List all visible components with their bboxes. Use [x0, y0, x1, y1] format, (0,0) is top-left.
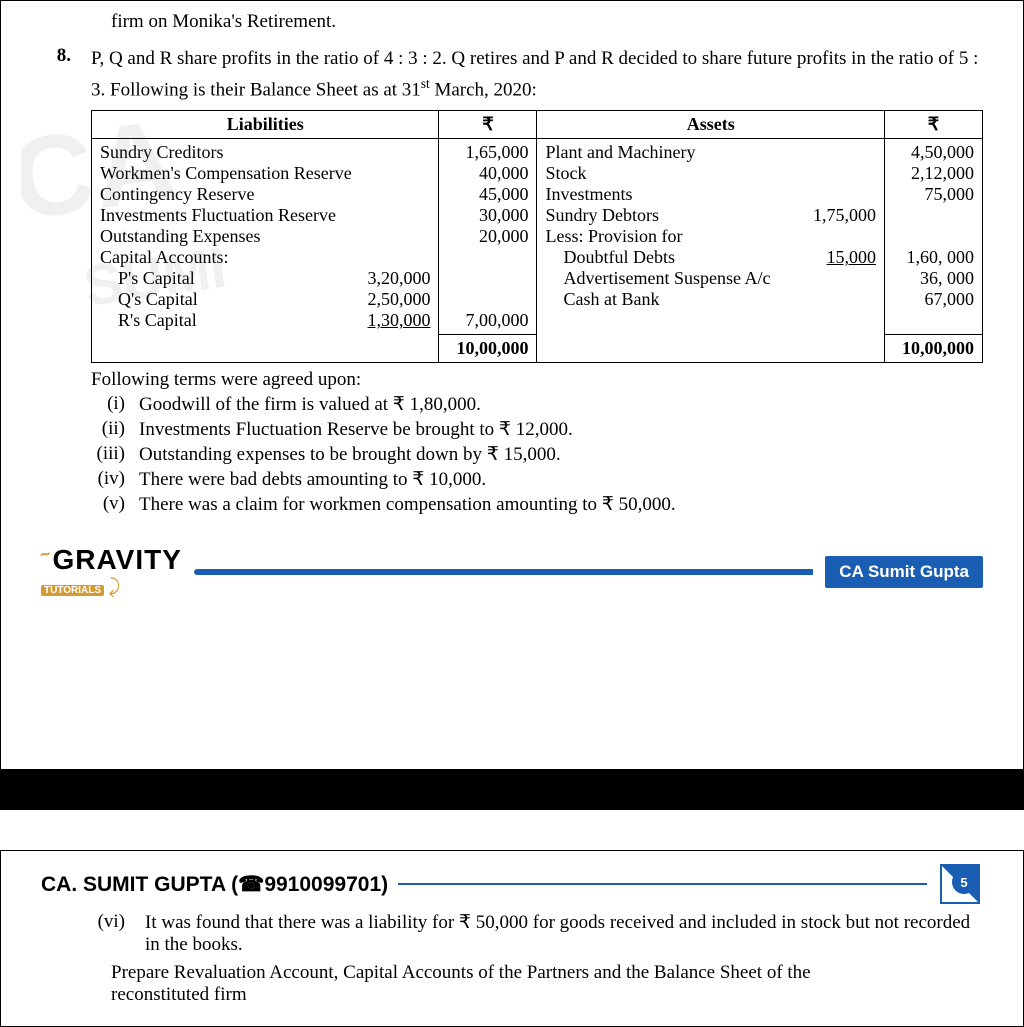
gravity-accent-icon: ⤸ [109, 576, 121, 598]
gravity-logo: ~ GRAVITY TUTORIALS ⤸ [41, 544, 182, 599]
capital-name: P's Capital [118, 268, 350, 289]
page-footer: ~ GRAVITY TUTORIALS ⤸ CA Sumit Gupta [41, 544, 983, 599]
ca-name-badge: CA Sumit Gupta [825, 556, 983, 588]
col-header-assets: Assets [537, 111, 884, 139]
term-item: (ii) Investments Fluctuation Reserve be … [91, 418, 983, 441]
term-item: (iii) Outstanding expenses to be brought… [91, 443, 983, 466]
liability-label: Investments Fluctuation Reserve [100, 205, 430, 226]
term-item: (i) Goodwill of the firm is valued at ₹ … [91, 393, 983, 416]
term-item: (vi) It was found that there was a liabi… [41, 911, 983, 956]
asset-line: Sundry Debtors 1,75,000 [545, 205, 875, 226]
term-text: Outstanding expenses to be brought down … [139, 443, 561, 466]
col-header-rs2: ₹ [884, 111, 982, 139]
asset-subvalue: 15,000 [796, 247, 876, 268]
capital-line: P's Capital 3,20,000 [100, 268, 430, 289]
capital-name: Q's Capital [118, 289, 350, 310]
asset-amount: 2,12,000 [893, 163, 974, 184]
question-number: 8. [41, 45, 71, 518]
table-body: Sundry Creditors Workmen's Compensation … [92, 139, 983, 363]
term-item: (iv) There were bad debts amounting to ₹… [91, 468, 983, 491]
liability-label: Capital Accounts: [100, 247, 430, 268]
total-left: 10,00,000 [439, 335, 537, 363]
col-header-rs1: ₹ [439, 111, 537, 139]
author-name-text: CA. SUMIT GUPTA ( [41, 873, 238, 896]
capital-line: R's Capital 1,30,000 [100, 310, 430, 331]
gravity-text: GRAVITY [53, 544, 182, 576]
liability-amount: 40,000 [447, 163, 528, 184]
balance-sheet-table: Liabilities ₹ Assets ₹ Sundry Creditors … [91, 110, 983, 363]
liability-amount: 45,000 [447, 184, 528, 205]
capital-value: 2,50,000 [350, 289, 430, 310]
term-text: It was found that there was a liability … [145, 911, 983, 956]
liability-amount: 1,65,000 [447, 142, 528, 163]
asset-amount: 75,000 [893, 184, 974, 205]
table-row: Sundry Creditors Workmen's Compensation … [92, 139, 983, 335]
term-text: There were bad debts amounting to ₹ 10,0… [139, 468, 486, 491]
page-gap [0, 770, 1024, 810]
footer-rule [194, 569, 813, 575]
table-header: Liabilities ₹ Assets ₹ [92, 111, 983, 139]
liability-label: Outstanding Expenses [100, 226, 430, 247]
asset-subvalue: 1,75,000 [796, 205, 876, 226]
term-number: (iii) [91, 443, 125, 466]
page-number: 5 [960, 875, 967, 890]
asset-amount: 36, 000 [893, 268, 974, 289]
term-text: There was a claim for workmen compensati… [139, 493, 676, 516]
capital-name: R's Capital [118, 310, 350, 331]
page-1: CA SUMI firm on Monika's Retirement. 8. … [0, 0, 1024, 770]
page2-header: CA. SUMIT GUPTA (☎ 9910099701) 5 [41, 861, 983, 907]
term-number: (vi) [91, 911, 125, 956]
asset-amount: 67,000 [893, 289, 974, 310]
asset-label: Less: Provision for [545, 226, 875, 247]
prepare-instruction: Prepare Revaluation Account, Capital Acc… [111, 962, 983, 984]
question-paragraph: P, Q and R share profits in the ratio of… [91, 45, 983, 104]
question-row: 8. P, Q and R share profits in the ratio… [41, 45, 983, 518]
capital-total: 7,00,000 [447, 310, 528, 331]
question-body: P, Q and R share profits in the ratio of… [91, 45, 983, 518]
page-number-badge: 5 [937, 861, 983, 907]
asset-label: Cash at Bank [545, 289, 875, 310]
liability-amount: 30,000 [447, 205, 528, 226]
term-text: Investments Fluctuation Reserve be broug… [139, 418, 573, 441]
author-name: CA. SUMIT GUPTA (☎ 9910099701) [41, 872, 388, 897]
asset-label: Plant and Machinery [545, 142, 875, 163]
liability-amount: 20,000 [447, 226, 528, 247]
capital-value: 3,20,000 [350, 268, 430, 289]
author-phone: 9910099701) [264, 873, 388, 896]
capital-line: Q's Capital 2,50,000 [100, 289, 430, 310]
page-2: CA. SUMIT GUPTA (☎ 9910099701) 5 (vi) It… [0, 850, 1024, 1027]
term-number: (v) [91, 493, 125, 516]
asset-label: Stock [545, 163, 875, 184]
table-total-row: 10,00,000 10,00,000 [92, 335, 983, 363]
liability-label: Contingency Reserve [100, 184, 430, 205]
col-header-liabilities: Liabilities [92, 111, 439, 139]
gravity-accent-icon: ~ [38, 543, 54, 566]
asset-amount: 1,60, 000 [893, 247, 974, 268]
total-right: 10,00,000 [884, 335, 982, 363]
asset-line: Doubtful Debts 15,000 [545, 247, 875, 268]
header-rule [398, 883, 927, 885]
asset-label: Sundry Debtors [545, 205, 795, 226]
term-item: (v) There was a claim for workmen compen… [91, 493, 983, 516]
asset-label: Investments [545, 184, 875, 205]
liability-label: Workmen's Compensation Reserve [100, 163, 430, 184]
asset-label: Advertisement Suspense A/c [545, 268, 875, 289]
asset-amount: 4,50,000 [893, 142, 974, 163]
term-number: (ii) [91, 418, 125, 441]
gravity-subtext: TUTORIALS [41, 585, 104, 596]
term-number: (iv) [91, 468, 125, 491]
term-number: (i) [91, 393, 125, 416]
phone-icon: ☎ [238, 872, 264, 897]
previous-question-tail: firm on Monika's Retirement. [111, 11, 983, 33]
capital-value: 1,30,000 [350, 310, 430, 331]
liability-label: Sundry Creditors [100, 142, 430, 163]
table-row: Liabilities ₹ Assets ₹ [92, 111, 983, 139]
cutoff-line: reconstituted firm [111, 984, 983, 1006]
asset-label: Doubtful Debts [563, 247, 795, 268]
term-text: Goodwill of the firm is valued at ₹ 1,80… [139, 393, 481, 416]
terms-intro: Following terms were agreed upon: [91, 369, 983, 391]
